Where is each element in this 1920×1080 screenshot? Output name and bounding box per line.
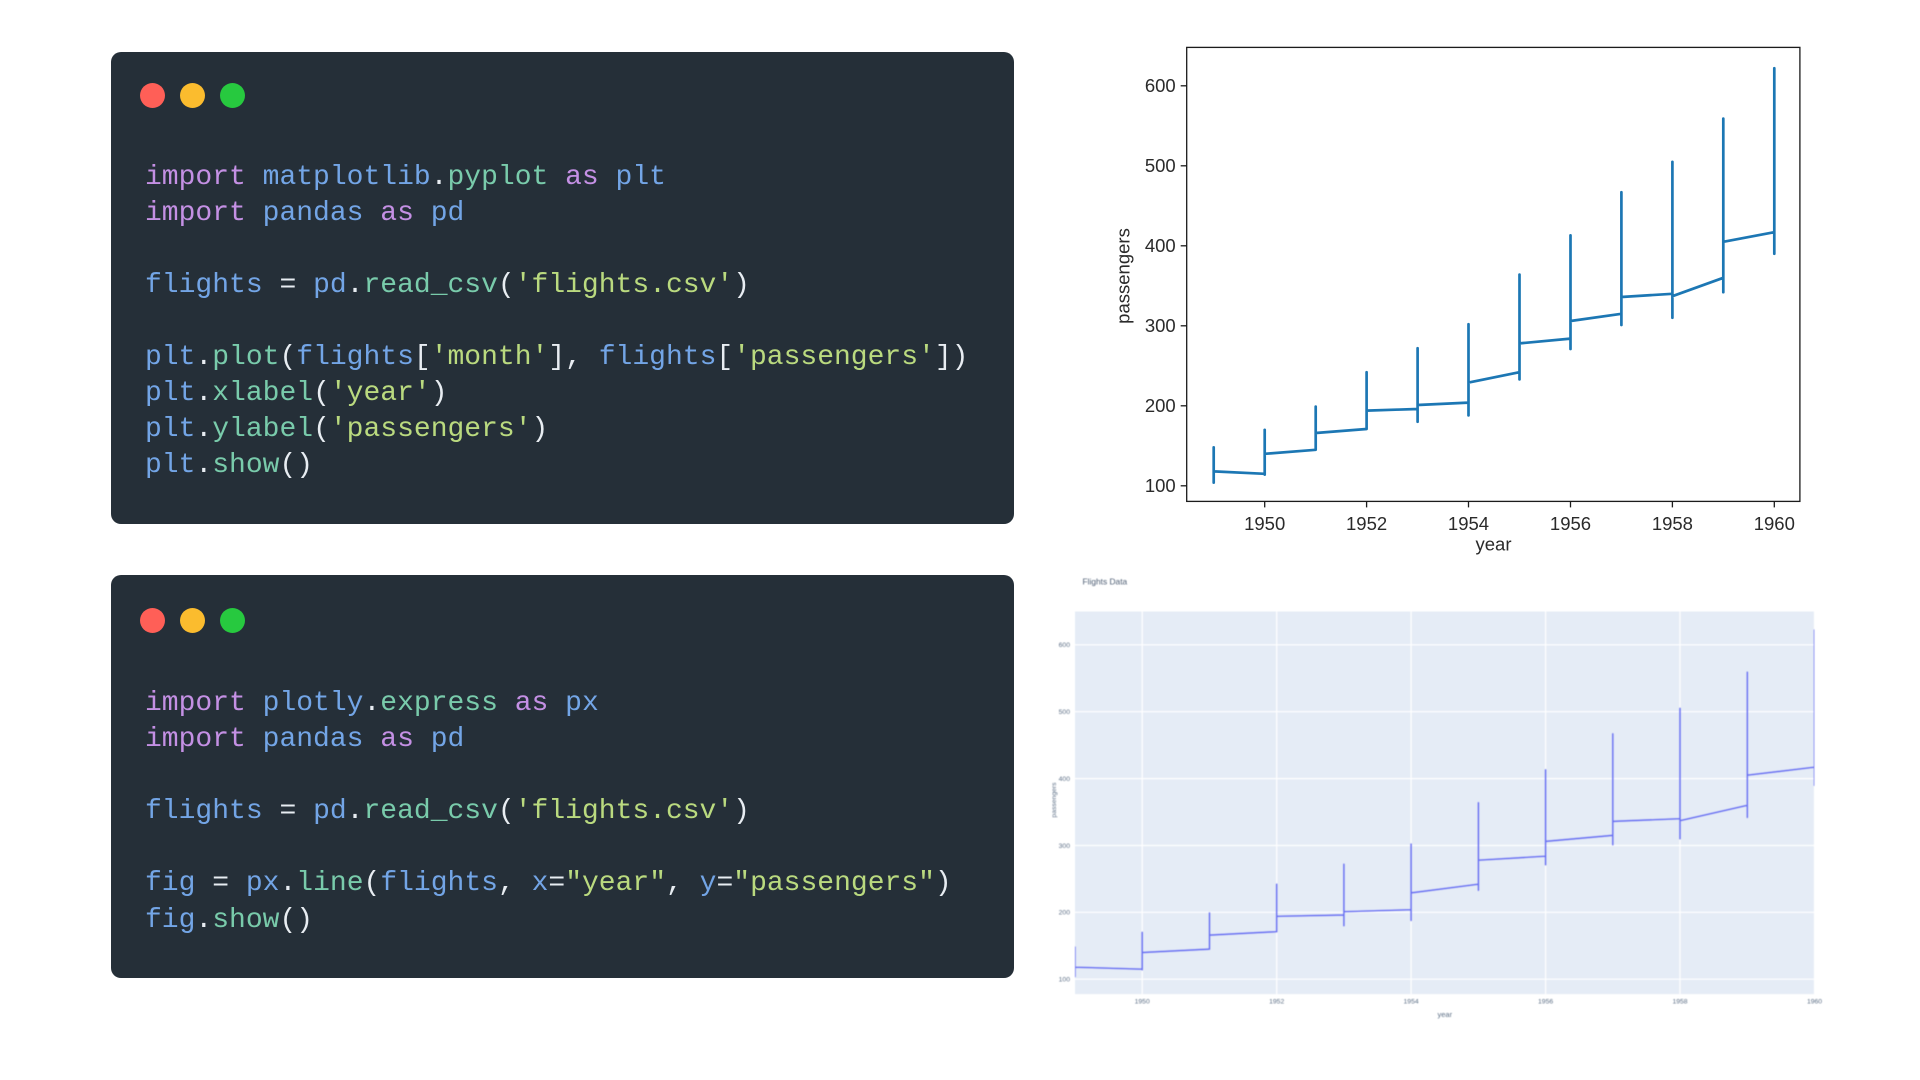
svg-text:300: 300 bbox=[1059, 843, 1071, 850]
svg-text:100: 100 bbox=[1145, 475, 1176, 496]
svg-text:1956: 1956 bbox=[1538, 999, 1553, 1006]
svg-text:600: 600 bbox=[1145, 75, 1176, 96]
svg-text:1956: 1956 bbox=[1550, 513, 1591, 534]
svg-text:400: 400 bbox=[1059, 776, 1071, 783]
svg-text:passengers: passengers bbox=[1051, 782, 1058, 818]
svg-text:passengers: passengers bbox=[1113, 228, 1134, 324]
svg-text:Flights Data: Flights Data bbox=[1083, 577, 1128, 587]
svg-text:1958: 1958 bbox=[1672, 999, 1687, 1006]
svg-text:1950: 1950 bbox=[1244, 513, 1285, 534]
svg-text:200: 200 bbox=[1145, 395, 1176, 416]
svg-text:1954: 1954 bbox=[1448, 513, 1489, 534]
svg-text:500: 500 bbox=[1059, 709, 1071, 716]
svg-text:1952: 1952 bbox=[1346, 513, 1387, 534]
svg-text:600: 600 bbox=[1059, 642, 1071, 649]
svg-text:1960: 1960 bbox=[1807, 999, 1822, 1006]
svg-text:1958: 1958 bbox=[1652, 513, 1693, 534]
svg-text:400: 400 bbox=[1145, 235, 1176, 256]
svg-text:year: year bbox=[1438, 1010, 1453, 1019]
svg-text:1954: 1954 bbox=[1404, 999, 1419, 1006]
svg-text:year: year bbox=[1476, 534, 1512, 555]
svg-text:300: 300 bbox=[1145, 315, 1176, 336]
svg-text:100: 100 bbox=[1059, 977, 1071, 984]
svg-text:1950: 1950 bbox=[1135, 999, 1150, 1006]
svg-text:200: 200 bbox=[1059, 910, 1071, 917]
svg-text:1952: 1952 bbox=[1269, 999, 1284, 1006]
svg-text:500: 500 bbox=[1145, 155, 1176, 176]
svg-text:1960: 1960 bbox=[1754, 513, 1795, 534]
